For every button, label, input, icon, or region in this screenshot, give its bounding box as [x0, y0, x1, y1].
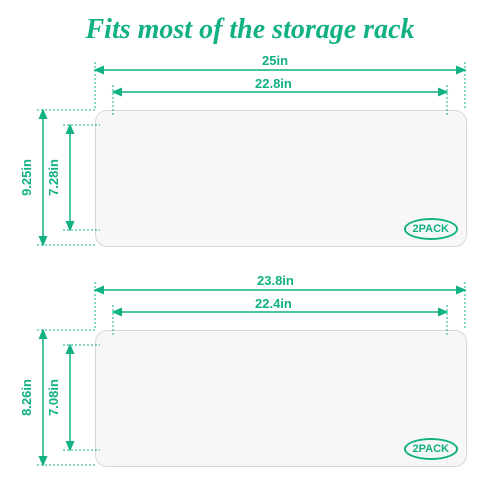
outer-height-1: 9.25in	[20, 159, 33, 196]
panel-2: 23.8in 22.4in 8.26in 7.08in 2PACK	[0, 280, 500, 480]
outer-width-1: 25in	[262, 54, 288, 67]
panel-1: 25in 22.8in 9.25in 7.28in 2PACK	[0, 60, 500, 260]
inner-height-1: 7.28in	[47, 159, 60, 196]
pack-badge-1: 2PACK	[404, 218, 458, 240]
inner-width-2: 22.4in	[255, 297, 292, 310]
page-title: Fits most of the storage rack	[0, 0, 500, 52]
outer-width-2: 23.8in	[257, 274, 294, 287]
pack-badge-2: 2PACK	[404, 438, 458, 460]
inner-height-2: 7.08in	[47, 379, 60, 416]
inner-width-1: 22.8in	[255, 77, 292, 90]
container: Fits most of the storage rack	[0, 0, 500, 500]
outer-height-2: 8.26in	[20, 379, 33, 416]
